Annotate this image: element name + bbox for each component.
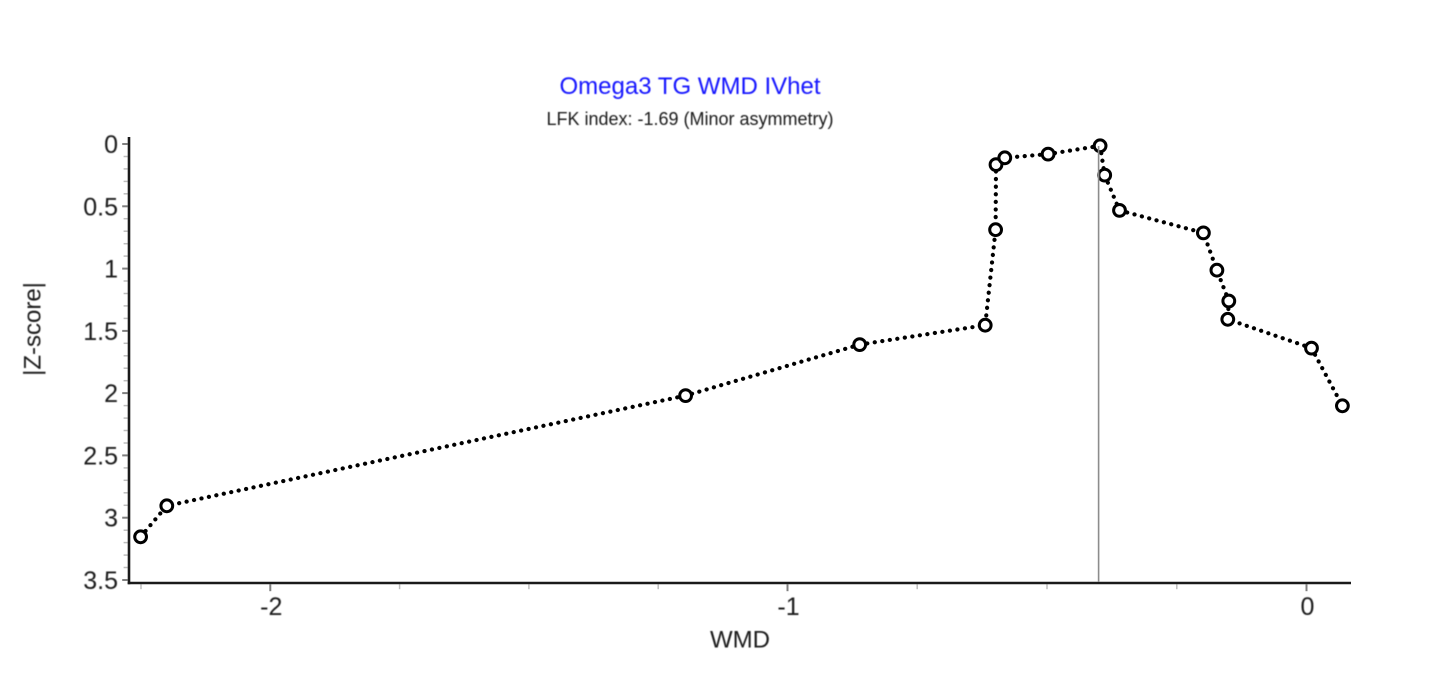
svg-text:Omega3 TG WMD IVhet: Omega3 TG WMD IVhet <box>560 73 821 100</box>
svg-text:LFK index: -1.69 (Minor asymme: LFK index: -1.69 (Minor asymmetry) <box>546 109 833 129</box>
svg-text:1: 1 <box>104 256 118 284</box>
svg-text:1.5: 1.5 <box>83 318 118 346</box>
svg-text:WMD: WMD <box>710 627 770 654</box>
svg-text:-2: -2 <box>260 593 282 621</box>
svg-text:0.5: 0.5 <box>83 193 118 221</box>
svg-text:3: 3 <box>104 505 118 533</box>
svg-text:2: 2 <box>104 380 118 408</box>
svg-text:3.5: 3.5 <box>83 567 118 595</box>
svg-text:|Z-score|: |Z-score| <box>20 282 47 376</box>
svg-text:0: 0 <box>104 131 118 159</box>
svg-text:0: 0 <box>1301 593 1315 621</box>
svg-text:2.5: 2.5 <box>83 442 118 470</box>
svg-text:-1: -1 <box>777 593 799 621</box>
